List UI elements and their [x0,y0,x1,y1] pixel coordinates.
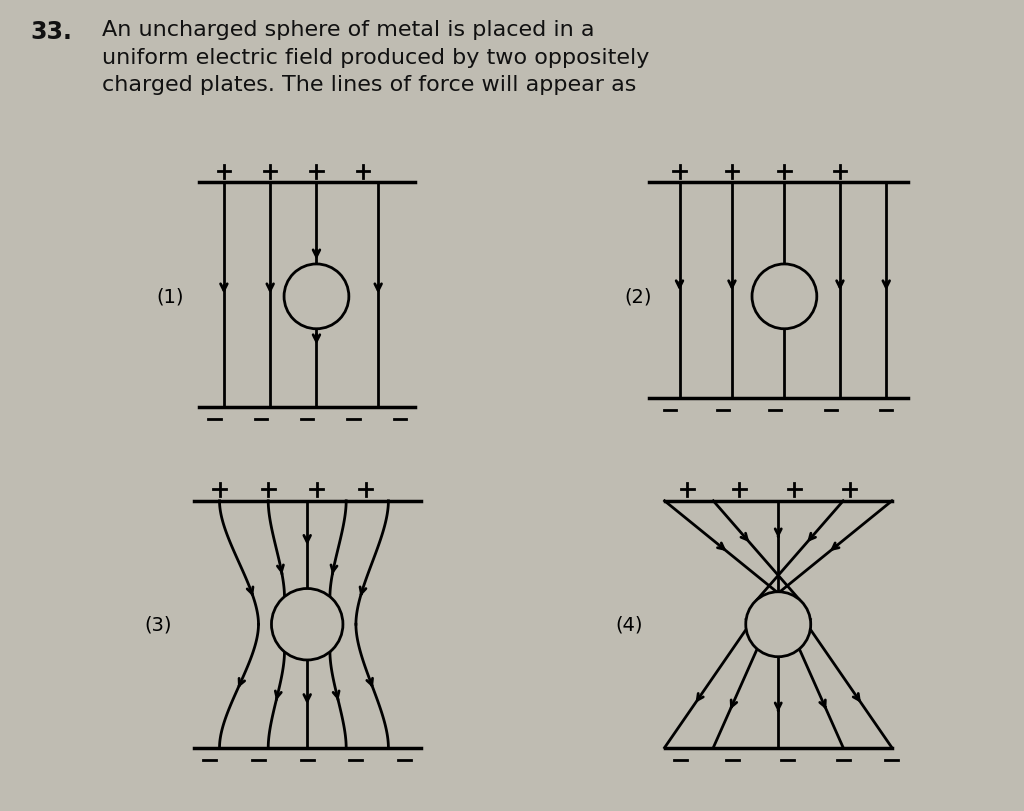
Text: (3): (3) [144,615,172,634]
Text: 33.: 33. [31,20,73,45]
Circle shape [745,592,811,657]
Circle shape [284,264,349,329]
Text: An uncharged sphere of metal is placed in a
uniform electric field produced by t: An uncharged sphere of metal is placed i… [102,20,650,95]
Text: (4): (4) [615,615,643,634]
Text: (2): (2) [624,288,651,307]
Circle shape [271,589,343,660]
Text: (1): (1) [156,288,183,307]
Circle shape [752,264,817,329]
